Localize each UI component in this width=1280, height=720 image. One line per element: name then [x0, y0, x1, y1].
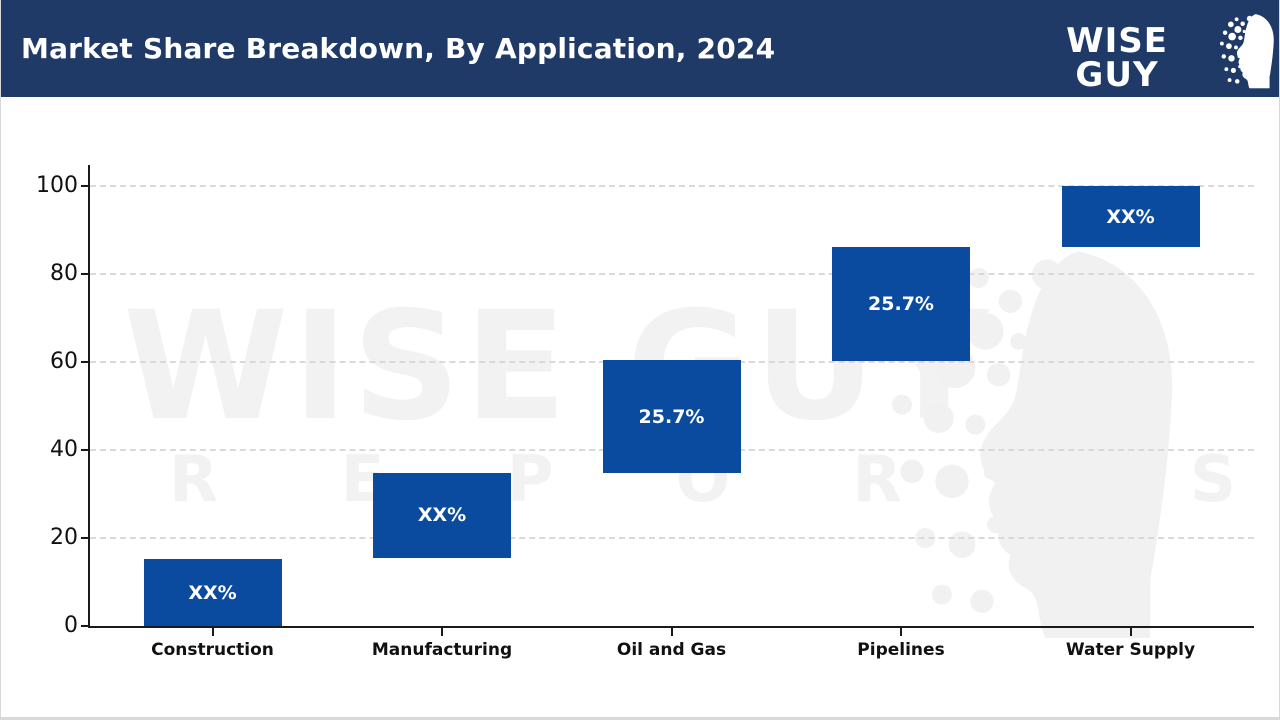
bar-value-label: XX% — [188, 581, 237, 604]
y-tick-mark — [81, 273, 88, 275]
logo-line1: WISE GUY — [1066, 21, 1168, 95]
wiseguy-logo: WISE GUY R E P O R T S — [1025, 6, 1275, 123]
y-axis-line — [88, 165, 90, 628]
x-tick-label-oil-and-gas: Oil and Gas — [616, 640, 727, 660]
y-tick-label: 40 — [50, 437, 78, 462]
y-tick-label: 20 — [50, 525, 78, 550]
x-tick-label-water-supply: Water Supply — [1065, 640, 1196, 660]
gridline — [90, 273, 1254, 275]
bar-value-label: 25.7% — [638, 405, 705, 428]
x-tick-label-construction: Construction — [151, 640, 274, 660]
x-tick-mark — [1129, 628, 1132, 636]
header-bar: Market Share Breakdown, By Application, … — [1, 0, 1279, 123]
bar-pipelines: 25.7% — [832, 247, 970, 361]
bar-water-supply: XX% — [1061, 186, 1200, 248]
y-tick-mark — [81, 537, 88, 539]
logo-line2: R E P O R T S — [1038, 95, 1205, 123]
bar-oil-and-gas: 25.7% — [602, 359, 741, 474]
y-tick-mark — [81, 449, 88, 451]
x-tick-mark — [900, 628, 902, 636]
y-tick-label: 80 — [50, 261, 78, 286]
x-tick-label-pipelines: Pipelines — [857, 640, 945, 660]
y-tick-mark — [81, 185, 88, 187]
x-tick-label-manufacturing: Manufacturing — [371, 640, 513, 660]
x-tick-mark — [670, 628, 673, 636]
y-tick-mark — [81, 625, 88, 627]
bar-value-label: XX% — [1106, 205, 1155, 228]
x-tick-mark — [441, 628, 443, 636]
page-title: Market Share Breakdown, By Application, … — [21, 32, 776, 65]
bar-manufacturing: XX% — [373, 472, 511, 558]
x-tick-mark — [211, 628, 214, 636]
y-tick-label: 60 — [50, 349, 78, 374]
y-tick-label: 100 — [36, 173, 78, 198]
y-tick-label: 0 — [64, 613, 78, 638]
bar-construction: XX% — [143, 559, 282, 626]
gridline — [90, 537, 1254, 539]
y-tick-mark — [81, 361, 88, 363]
x-axis-line — [88, 626, 1254, 628]
gridline — [90, 185, 1254, 187]
logo-wordmark: WISE GUY R E P O R T S — [1025, 24, 1209, 123]
bar-value-label: 25.7% — [868, 292, 934, 315]
bar-value-label: XX% — [417, 504, 467, 527]
